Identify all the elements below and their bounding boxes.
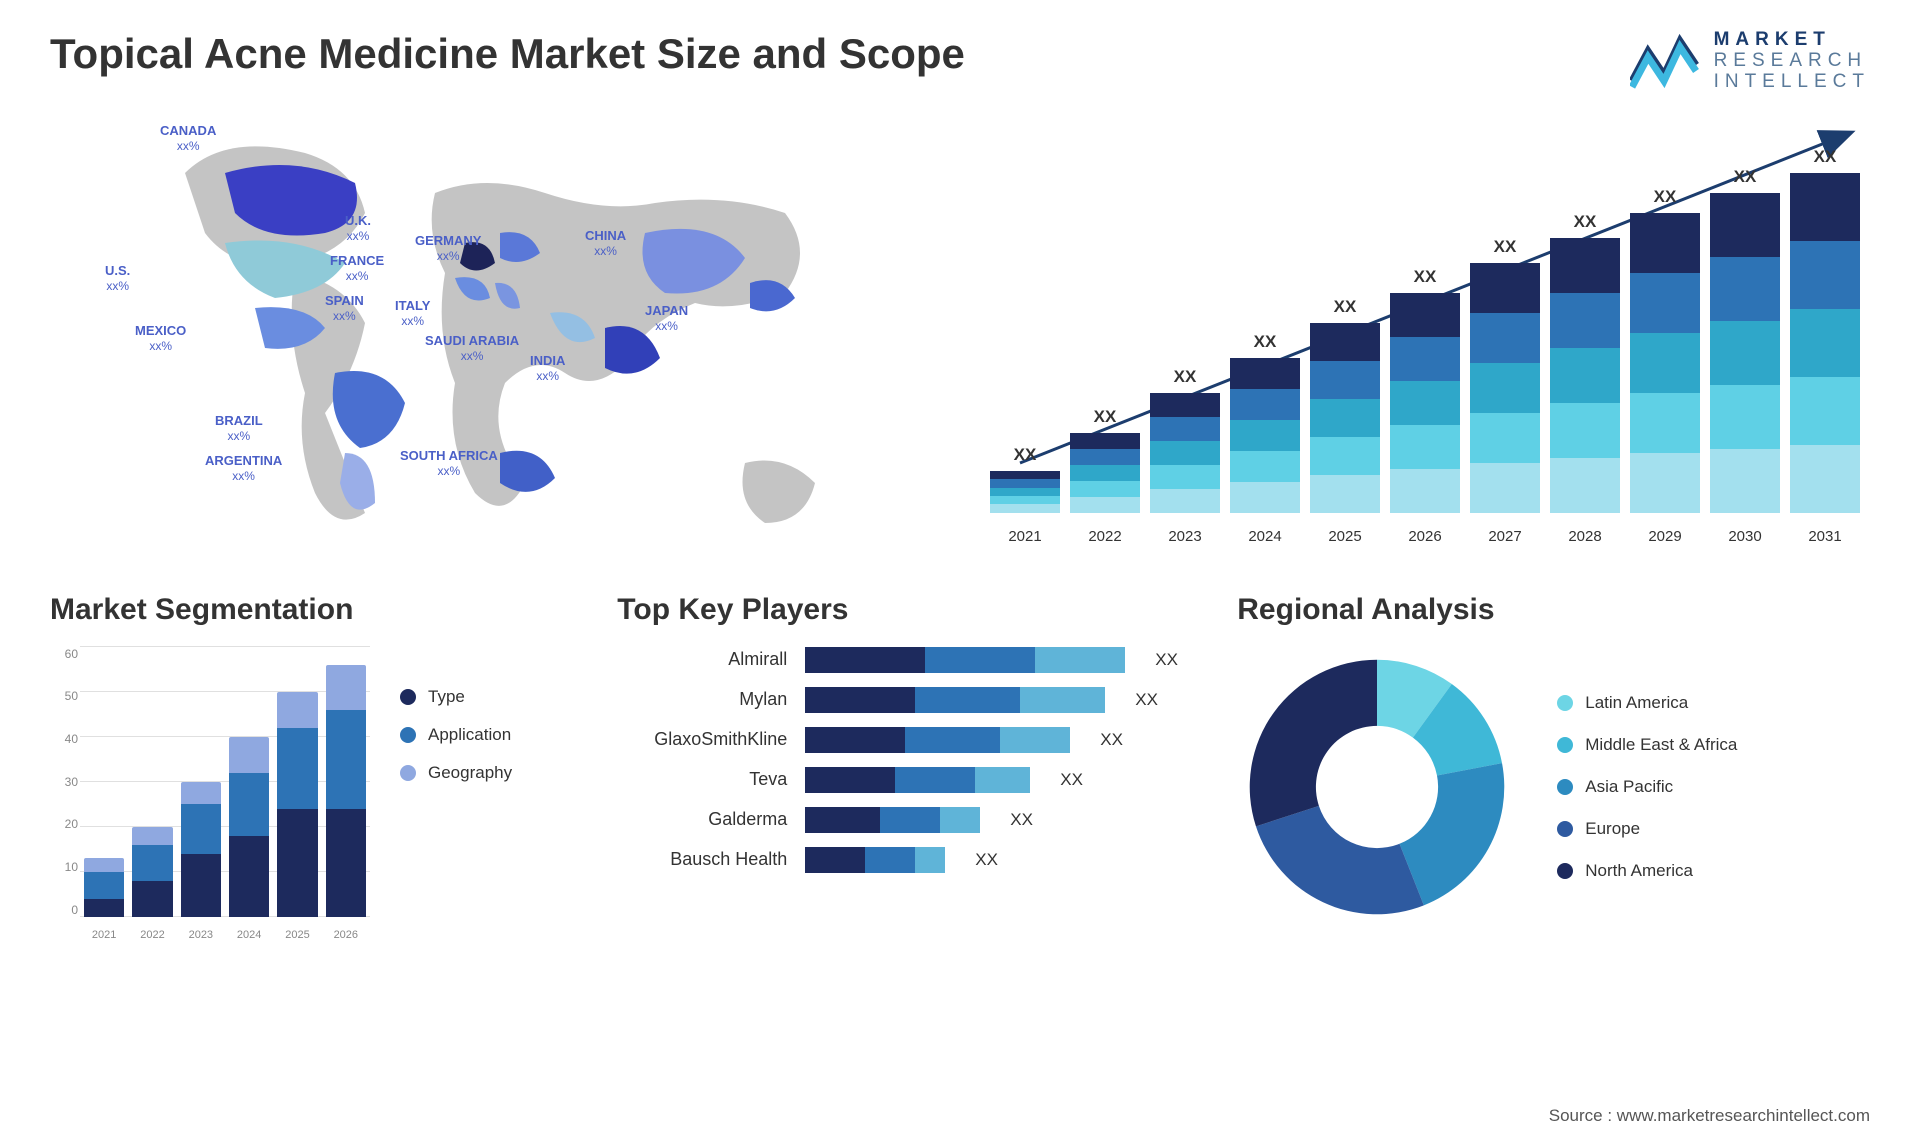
logo-line3: INTELLECT <box>1714 72 1870 93</box>
logo-line1: MARKET <box>1714 30 1870 51</box>
growth-bar: XX <box>1310 323 1380 513</box>
player-row: TevaXX <box>617 767 1197 793</box>
legend-item: Application <box>400 725 512 745</box>
regional-donut <box>1237 647 1517 927</box>
segmentation-bar <box>277 692 317 917</box>
growth-bar: XX <box>1070 433 1140 513</box>
segmentation-chart: 0102030405060 202120222023202420252026 <box>50 647 370 947</box>
legend-item: Latin America <box>1557 693 1737 713</box>
player-row: GlaxoSmithKlineXX <box>617 727 1197 753</box>
legend-item: Geography <box>400 763 512 783</box>
segmentation-bar <box>181 782 221 917</box>
map-label: CANADAxx% <box>160 123 216 154</box>
segmentation-bar <box>132 827 172 917</box>
donut-slice <box>1250 659 1377 826</box>
legend-item: North America <box>1557 861 1737 881</box>
growth-year-label: 2031 <box>1790 528 1860 545</box>
legend-item: Middle East & Africa <box>1557 735 1737 755</box>
regional-legend: Latin America Middle East & Africa Asia Pa… <box>1557 693 1737 881</box>
players-panel: Top Key Players AlmirallXX MylanXX GlaxoSm… <box>617 593 1197 947</box>
map-label: MEXICOxx% <box>135 323 186 354</box>
players-list: AlmirallXX MylanXX GlaxoSmithKlineXX TevaXX… <box>617 647 1197 873</box>
player-row: GaldermaXX <box>617 807 1197 833</box>
map-label: ITALYxx% <box>395 298 430 329</box>
source-text: Source : www.marketresearchintellect.com <box>1549 1106 1870 1126</box>
growth-chart-panel: XXXXXXXXXXXXXXXXXXXXXX 20212022202320242… <box>980 113 1870 553</box>
growth-bar: XX <box>1790 173 1860 513</box>
growth-bar: XX <box>1550 238 1620 513</box>
map-label: U.S.xx% <box>105 263 130 294</box>
growth-year-label: 2025 <box>1310 528 1380 545</box>
map-label: SAUDI ARABIAxx% <box>425 333 519 364</box>
map-label: SPAINxx% <box>325 293 364 324</box>
growth-bar: XX <box>990 471 1060 513</box>
growth-bars: XXXXXXXXXXXXXXXXXXXXXX <box>990 153 1860 513</box>
map-label: JAPANxx% <box>645 303 688 334</box>
regional-title: Regional Analysis <box>1237 593 1870 627</box>
growth-year-label: 2021 <box>990 528 1060 545</box>
map-label: CHINAxx% <box>585 228 626 259</box>
world-map-panel: CANADAxx% U.S.xx% MEXICOxx% BRAZILxx% ARGENT… <box>50 113 940 553</box>
regional-panel: Regional Analysis Latin America Middle Ea… <box>1237 593 1870 947</box>
growth-bar: XX <box>1470 263 1540 513</box>
segmentation-panel: Market Segmentation 0102030405060 202120… <box>50 593 577 947</box>
map-label: GERMANYxx% <box>415 233 481 264</box>
map-label: INDIAxx% <box>530 353 565 384</box>
logo: MARKET RESEARCH INTELLECT <box>1630 30 1870 93</box>
segmentation-bar <box>84 858 124 917</box>
growth-xlabels: 2021 2022 2023 2024 2025 2026 2027 2028 2029 2030… <box>990 528 1860 545</box>
legend-item: Europe <box>1557 819 1737 839</box>
donut-slice <box>1256 806 1424 914</box>
header: Topical Acne Medicine Market Size and Sc… <box>50 30 1870 93</box>
legend-item: Asia Pacific <box>1557 777 1737 797</box>
top-row: CANADAxx% U.S.xx% MEXICOxx% BRAZILxx% ARGENT… <box>50 113 1870 553</box>
map-label: ARGENTINAxx% <box>205 453 282 484</box>
growth-year-label: 2027 <box>1470 528 1540 545</box>
legend-item: Type <box>400 687 512 707</box>
growth-bar: XX <box>1150 393 1220 513</box>
growth-year-label: 2023 <box>1150 528 1220 545</box>
players-title: Top Key Players <box>617 593 1197 627</box>
growth-bar: XX <box>1710 193 1780 513</box>
growth-year-label: 2030 <box>1710 528 1780 545</box>
bottom-row: Market Segmentation 0102030405060 202120… <box>50 593 1870 947</box>
player-row: Bausch HealthXX <box>617 847 1197 873</box>
map-label: BRAZILxx% <box>215 413 263 444</box>
growth-bar: XX <box>1390 293 1460 513</box>
segmentation-legend: Type Application Geography <box>400 647 512 947</box>
growth-year-label: 2026 <box>1390 528 1460 545</box>
segmentation-title: Market Segmentation <box>50 593 577 627</box>
growth-bar: XX <box>1630 213 1700 513</box>
growth-year-label: 2024 <box>1230 528 1300 545</box>
segmentation-bar <box>229 737 269 917</box>
map-label: FRANCExx% <box>330 253 384 284</box>
logo-icon <box>1630 31 1700 91</box>
growth-year-label: 2028 <box>1550 528 1620 545</box>
map-label: SOUTH AFRICAxx% <box>400 448 498 479</box>
player-row: AlmirallXX <box>617 647 1197 673</box>
map-label: U.K.xx% <box>345 213 371 244</box>
segmentation-bar <box>326 665 366 917</box>
growth-year-label: 2022 <box>1070 528 1140 545</box>
growth-bar: XX <box>1230 358 1300 513</box>
growth-year-label: 2029 <box>1630 528 1700 545</box>
logo-line2: RESEARCH <box>1714 51 1870 72</box>
player-row: MylanXX <box>617 687 1197 713</box>
page-title: Topical Acne Medicine Market Size and Sc… <box>50 30 965 78</box>
